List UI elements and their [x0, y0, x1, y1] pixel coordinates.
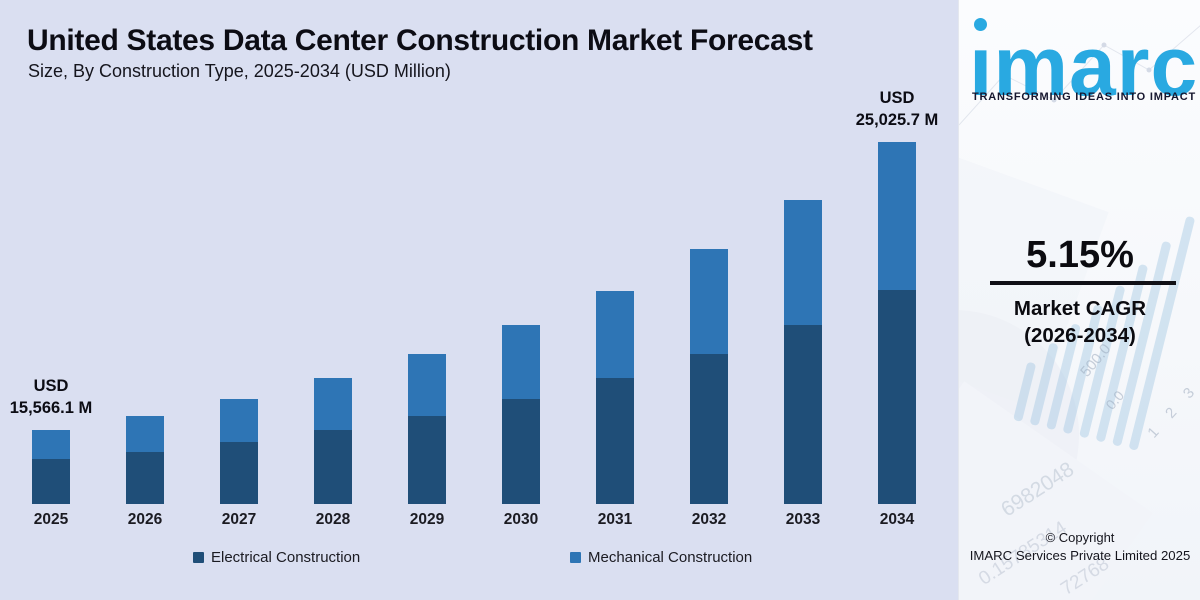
bar-segment-electrical [314, 430, 352, 504]
imarc-logo: ımarc [969, 18, 1198, 108]
bar-segment-mechanical [784, 200, 822, 325]
copyright-company-line: IMARC Services Private Limited 2025 [969, 548, 1191, 563]
bar-segment-mechanical [220, 399, 258, 442]
bar-2034 [878, 142, 916, 504]
bar-2030 [502, 325, 540, 504]
stacked-bar-chart: 2025 2026 2027 2028 2029 2030 2031 2032 2033 2034… [9, 89, 939, 528]
bar-2026 [126, 416, 164, 504]
imarc-logo-i: ı [969, 19, 994, 113]
bar-2029 [408, 354, 446, 504]
x-axis-label-2032: 2032 [691, 511, 727, 528]
x-axis-label-2029: 2029 [409, 511, 445, 528]
bar-2025 [32, 430, 70, 504]
bar-segment-mechanical [596, 291, 634, 378]
page-subtitle: Size, By Construction Type, 2025-2034 (U… [28, 61, 451, 81]
bar-segment-mechanical [408, 354, 446, 416]
bar-segment-electrical [878, 290, 916, 504]
cagr-value: 5.15% [1026, 234, 1134, 276]
copyright-symbol-line: © Copyright [1045, 530, 1115, 545]
bar-segment-electrical [126, 452, 164, 504]
bar-segment-electrical [596, 378, 634, 504]
bar-segment-electrical [502, 399, 540, 504]
panel-art-sparkline [959, 25, 1200, 126]
bar-segment-mechanical [690, 249, 728, 354]
x-axis-label-2033: 2033 [785, 511, 821, 528]
bar-segment-electrical [220, 442, 258, 504]
x-axis-label-2030: 2030 [503, 511, 539, 528]
x-axis-label-2031: 2031 [597, 511, 633, 528]
bar-2028 [314, 378, 352, 504]
legend-label: Mechanical Construction [588, 549, 753, 566]
x-axis-label-2025: 2025 [33, 511, 69, 528]
bar-segment-mechanical [878, 142, 916, 290]
bar-2032 [690, 249, 728, 504]
cagr-underline [990, 281, 1176, 285]
x-axis-label-2026: 2026 [127, 511, 163, 528]
bar-segment-mechanical [32, 430, 70, 459]
bar-segment-mechanical [126, 416, 164, 452]
bar-segment-mechanical [314, 378, 352, 430]
bar-2031 [596, 291, 634, 504]
bar-segment-mechanical [502, 325, 540, 399]
page-title: United States Data Center Construction M… [27, 24, 813, 57]
chart-area: United States Data Center Construction M… [0, 24, 958, 571]
x-axis-label-2027: 2027 [221, 511, 257, 528]
bar-segment-electrical [408, 416, 446, 504]
value-label-2025: USD 15,566.1 M [9, 377, 93, 417]
legend-label: Electrical Construction [211, 549, 361, 566]
legend-item-mechanical: Mechanical Construction [570, 549, 752, 566]
legend-swatch-icon [570, 552, 581, 563]
cagr-period: (2026-2034) [1024, 324, 1136, 347]
bar-segment-electrical [784, 325, 822, 504]
x-axis-label-2034: 2034 [879, 511, 915, 528]
chart-legend: Electrical Construction Mechanical Constr… [0, 549, 958, 571]
x-axis-label-2028: 2028 [315, 511, 351, 528]
logo-tagline: TRANSFORMING IDEAS INTO IMPACT [972, 91, 1197, 103]
bar-2033 [784, 200, 822, 504]
bar-segment-electrical [32, 459, 70, 504]
bar-segment-electrical [690, 354, 728, 504]
cagr-label: Market CAGR [1013, 297, 1147, 320]
legend-swatch-icon [193, 552, 204, 563]
imarc-logo-text: marc [993, 19, 1199, 113]
imarc-logo-dot-icon [974, 18, 987, 31]
brand-panel: 500.0 0.0 1 2 3 4 6982048 0.15785314 727… [958, 0, 1200, 600]
value-label-2034: USD 25,025.7 M [855, 89, 939, 129]
bar-2027 [220, 399, 258, 504]
legend-item-electrical: Electrical Construction [193, 549, 360, 566]
